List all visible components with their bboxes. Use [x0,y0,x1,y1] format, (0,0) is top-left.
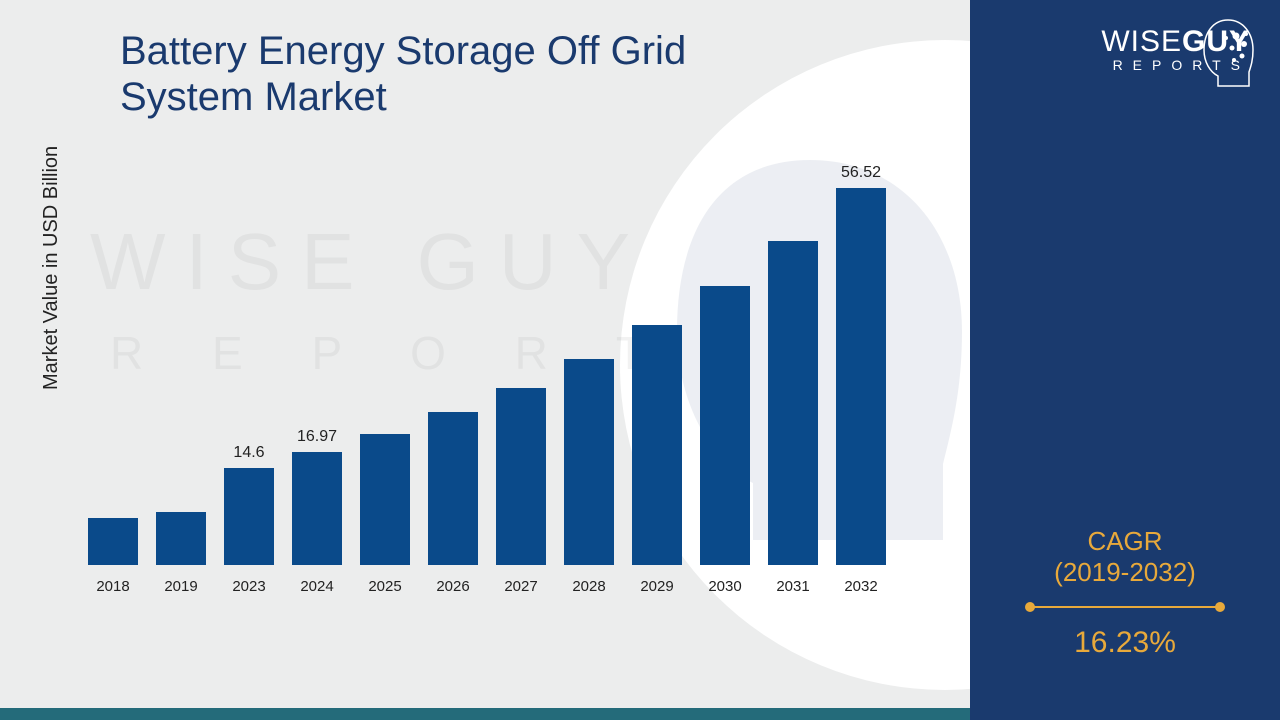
bar-rect [88,518,138,565]
bar-rect [360,434,410,565]
bar-2027 [496,382,546,565]
bar-rect [224,468,274,565]
bar-2019 [156,506,206,565]
y-axis-label: Market Value in USD Billion [40,146,63,390]
bar-value-label: 14.6 [233,444,264,462]
bar-rect [632,325,682,565]
bar-2030 [700,280,750,565]
logo-head-icon [1198,18,1258,88]
cagr-block: CAGR (2019-2032) 16.23% [1010,526,1240,660]
bar-2029 [632,319,682,565]
bar-2026 [428,406,478,565]
x-label: 2018 [88,578,138,595]
x-label: 2019 [156,578,206,595]
bars-container: 14.6 16.97 56.52 [80,165,900,565]
right-panel: WISEGUY REPORTS CAGR (2019-2032) 16.23% [970,0,1280,720]
main-area: WISE GUY R E P O R T S Battery Energy St… [0,0,970,720]
bar-rect [768,241,818,565]
cagr-value: 16.23% [1010,626,1240,660]
bar-rect [564,359,614,565]
bar-rect [700,286,750,565]
bar-rect [156,512,206,565]
bar-chart: 14.616.9756.52 2018201920232024202520262… [80,165,900,595]
bar-rect [836,188,886,565]
cagr-range: (2019-2032) [1010,557,1240,588]
x-label: 2023 [224,578,274,595]
x-label: 2026 [428,578,478,595]
x-label: 2031 [768,578,818,595]
x-label: 2029 [632,578,682,595]
bar-rect [292,452,342,565]
bar-2025 [360,428,410,565]
x-label: 2027 [496,578,546,595]
x-label: 2030 [700,578,750,595]
x-label: 2028 [564,578,614,595]
bar-value-label: 56.52 [841,164,881,182]
bar-2023: 14.6 [224,444,274,565]
x-label: 2024 [292,578,342,595]
x-label: 2032 [836,578,886,595]
bar-rect [428,412,478,565]
bar-2028 [564,353,614,565]
x-axis-labels: 2018 2019 2023 2024 2025 2026 2027 2028 2029 2030… [80,578,900,595]
chart-title: Battery Energy Storage Off Grid System M… [120,28,820,120]
cagr-title: CAGR [1010,526,1240,557]
bar-value-label: 16.97 [297,428,337,446]
bottom-accent-bar [0,708,970,720]
bar-2018 [88,512,138,565]
bar-2031 [768,235,818,565]
cagr-divider-line [1030,606,1220,608]
bar-2024: 16.97 [292,428,342,565]
x-label: 2025 [360,578,410,595]
bar-rect [496,388,546,565]
bar-2032: 56.52 [836,164,886,565]
logo-text-wise: WISE [1101,25,1182,58]
